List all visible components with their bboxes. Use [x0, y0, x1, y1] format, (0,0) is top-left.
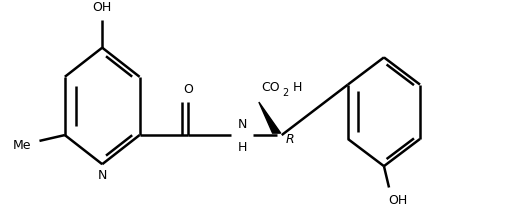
- Text: OH: OH: [388, 193, 408, 206]
- Text: R: R: [286, 133, 294, 146]
- Polygon shape: [259, 103, 280, 133]
- Text: N: N: [98, 169, 107, 181]
- Text: Me: Me: [12, 139, 31, 152]
- Text: N: N: [237, 117, 247, 130]
- Text: 2: 2: [282, 88, 289, 98]
- Text: H: H: [292, 81, 302, 94]
- Text: OH: OH: [93, 1, 112, 14]
- Text: O: O: [183, 83, 193, 96]
- Text: CO: CO: [262, 81, 280, 94]
- Text: H: H: [237, 140, 247, 153]
